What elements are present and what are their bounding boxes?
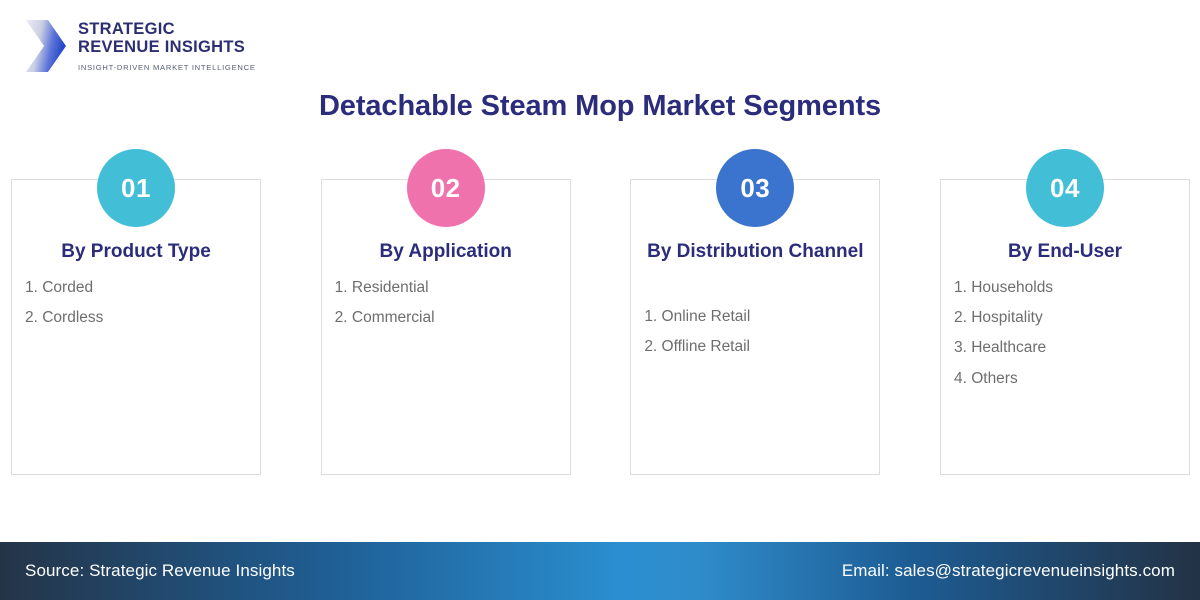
list-item: 2. Cordless <box>25 309 104 327</box>
page-title: Detachable Steam Mop Market Segments <box>318 90 882 122</box>
footer-source: Source: Strategic Revenue Insights <box>25 561 295 580</box>
segment-number-badge-02: 02 <box>406 149 485 227</box>
list-item: 2. Offline Retail <box>644 338 750 356</box>
segment-number-badge-01: 01 <box>97 149 175 227</box>
segment-heading-02: By Application <box>379 241 512 262</box>
segment-card-end-user: 04 By End-User 1. Households 2. Hospital… <box>939 149 1190 475</box>
segment-list-04: 1. Households 2. Hospitality 3. Healthca… <box>954 273 1179 394</box>
segment-card-distribution-channel: 03 By Distribution Channel 1. Online Ret… <box>630 149 881 475</box>
brand-tagline: INSIGHT-DRIVEN MARKET INTELLIGENCE <box>78 62 256 72</box>
segment-card-product-type: 01 By Product Type 1. Corded 2. Cordless <box>11 149 261 475</box>
list-item: 2. Commercial <box>334 309 435 327</box>
brand-wordmark: STRATEGIC REVENUE INSIGHTS INSIGHT-DRIVE… <box>78 19 256 72</box>
segment-heading-01: By Product Type <box>61 241 211 262</box>
chevron-arrow-icon <box>22 18 68 74</box>
segment-number-badge-03: 03 <box>716 149 795 227</box>
segment-list-03: 1. Online Retail 2. Offline Retail <box>644 302 869 362</box>
list-item: 1. Residential <box>334 279 429 296</box>
list-item: 4. Others <box>953 369 1018 387</box>
segment-number-badge-04: 04 <box>1025 149 1104 227</box>
segment-heading-04: By End-User <box>1007 241 1122 262</box>
segment-cards: 01 By Product Type 1. Corded 2. Cordless… <box>11 149 1190 475</box>
brand-logo: STRATEGIC REVENUE INSIGHTS INSIGHT-DRIVE… <box>22 18 256 74</box>
footer-bar: Source: Strategic Revenue Insights Email… <box>0 542 1200 600</box>
segment-heading-03: By Distribution Channel <box>647 241 864 262</box>
list-item: 3. Healthcare <box>953 339 1047 357</box>
segment-list-01: 1. Corded 2. Cordless <box>25 273 250 333</box>
brand-name-line2: REVENUE INSIGHTS <box>78 37 246 56</box>
list-item: 1. Online Retail <box>644 308 751 325</box>
segment-list-02: 1. Residential 2. Commercial <box>335 273 560 333</box>
segment-card-application: 02 By Application 1. Residential 2. Comm… <box>320 149 571 475</box>
footer-email[interactable]: Email: sales@strategicrevenueinsights.co… <box>841 561 1175 580</box>
list-item: 1. Households <box>953 279 1054 296</box>
brand-name-line1: STRATEGIC <box>78 19 175 38</box>
list-item: 1. Corded <box>25 279 94 296</box>
list-item: 2. Hospitality <box>953 309 1043 327</box>
